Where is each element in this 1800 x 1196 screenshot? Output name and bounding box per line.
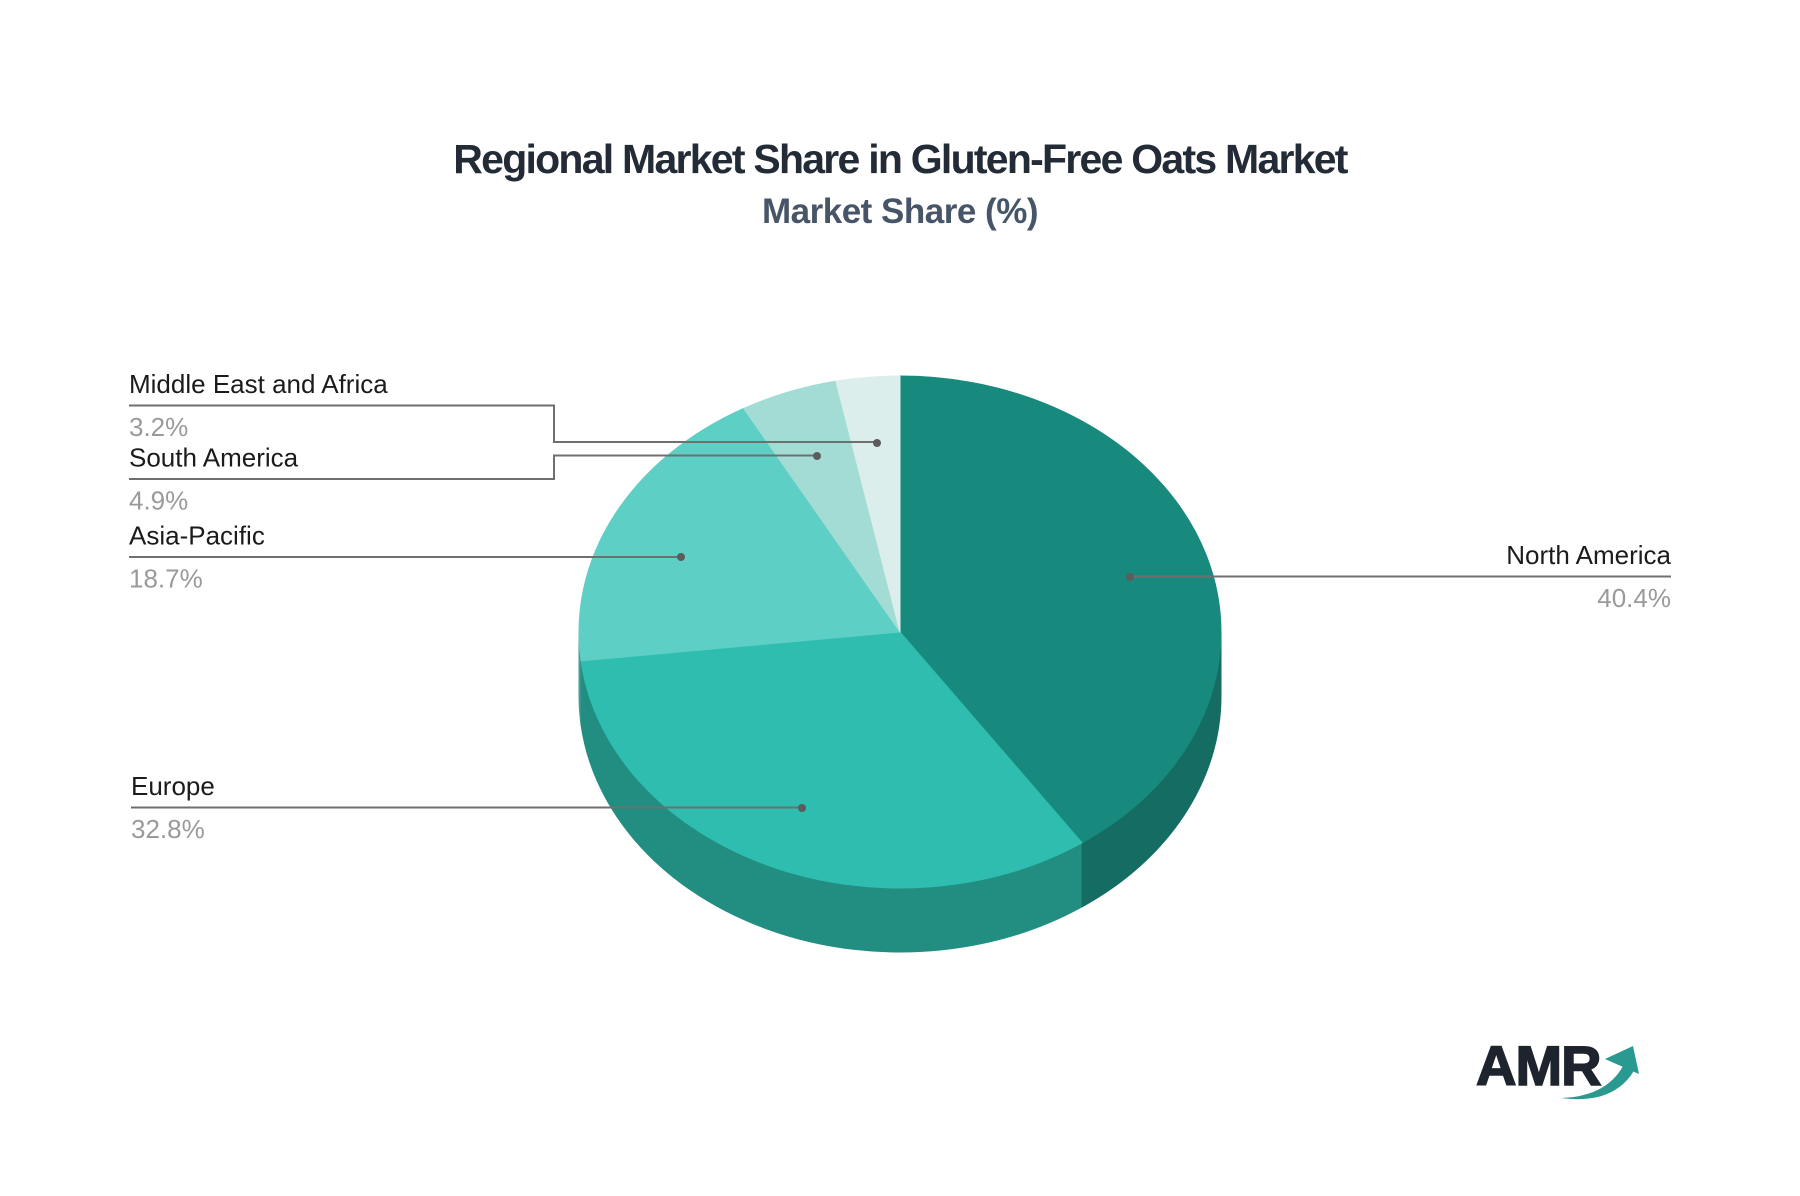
svg-text:40.4%: 40.4% [1597, 583, 1671, 613]
svg-text:Asia-Pacific: Asia-Pacific [129, 521, 265, 551]
svg-text:Europe: Europe [131, 771, 215, 801]
svg-text:3.2%: 3.2% [129, 412, 188, 442]
svg-text:Regional Market Share in Glute: Regional Market Share in Gluten-Free Oat… [453, 136, 1349, 182]
svg-text:AMR: AMR [1476, 1034, 1601, 1097]
svg-text:South America: South America [129, 443, 299, 473]
svg-text:18.7%: 18.7% [129, 564, 203, 594]
svg-text:Market Share (%): Market Share (%) [762, 192, 1038, 231]
svg-text:32.8%: 32.8% [131, 814, 205, 844]
svg-text:North America: North America [1506, 540, 1671, 570]
svg-text:Middle East and Africa: Middle East and Africa [129, 369, 388, 399]
svg-text:4.9%: 4.9% [129, 486, 188, 516]
